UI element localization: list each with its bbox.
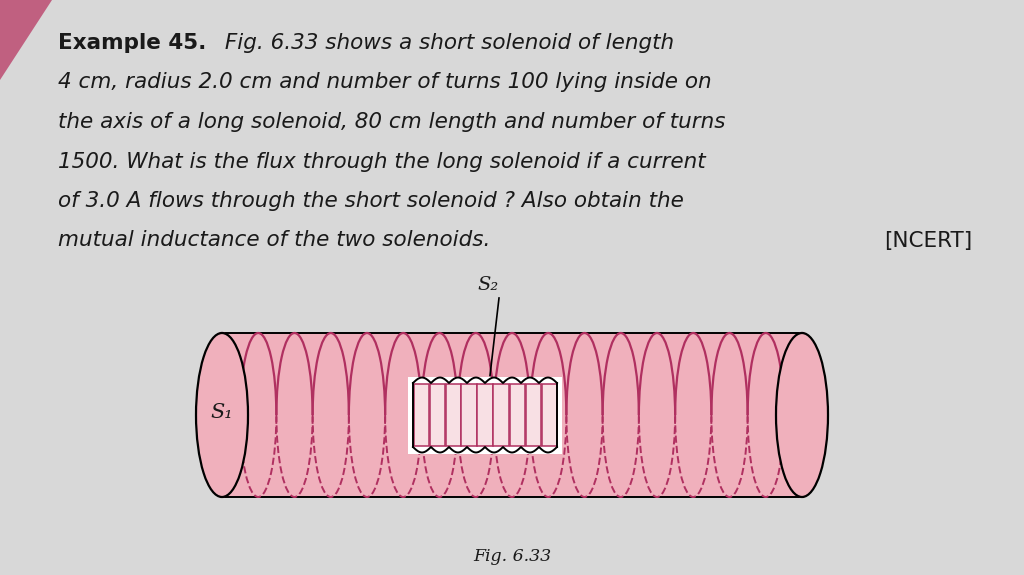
- Text: 1500. What is the flux through the long solenoid if a current: 1500. What is the flux through the long …: [58, 151, 706, 171]
- Polygon shape: [0, 0, 52, 80]
- Text: Example 45.: Example 45.: [58, 33, 207, 53]
- Ellipse shape: [196, 333, 248, 497]
- Bar: [222, 333, 802, 497]
- Bar: [477, 384, 493, 446]
- Bar: [542, 384, 556, 446]
- FancyBboxPatch shape: [408, 377, 562, 454]
- Bar: [510, 384, 524, 446]
- Ellipse shape: [776, 333, 828, 497]
- Text: Fig. 6.33: Fig. 6.33: [473, 548, 551, 565]
- Bar: [429, 384, 444, 446]
- Text: Fig. 6.33 shows a short solenoid of length: Fig. 6.33 shows a short solenoid of leng…: [218, 33, 674, 53]
- Text: [NCERT]: [NCERT]: [884, 231, 972, 251]
- Text: of 3.0 A flows through the short solenoid ? Also obtain the: of 3.0 A flows through the short solenoi…: [58, 191, 684, 211]
- Text: mutual inductance of the two solenoids.: mutual inductance of the two solenoids.: [58, 231, 490, 251]
- Bar: [462, 384, 476, 446]
- Text: S₁: S₁: [211, 402, 233, 421]
- Bar: [494, 384, 509, 446]
- Text: the axis of a long solenoid, 80 cm length and number of turns: the axis of a long solenoid, 80 cm lengt…: [58, 112, 725, 132]
- Text: S₂: S₂: [477, 276, 499, 294]
- Bar: [445, 384, 461, 446]
- Text: 4 cm, radius 2.0 cm and number of turns 100 lying inside on: 4 cm, radius 2.0 cm and number of turns …: [58, 72, 712, 93]
- Bar: [525, 384, 541, 446]
- Bar: [414, 384, 428, 446]
